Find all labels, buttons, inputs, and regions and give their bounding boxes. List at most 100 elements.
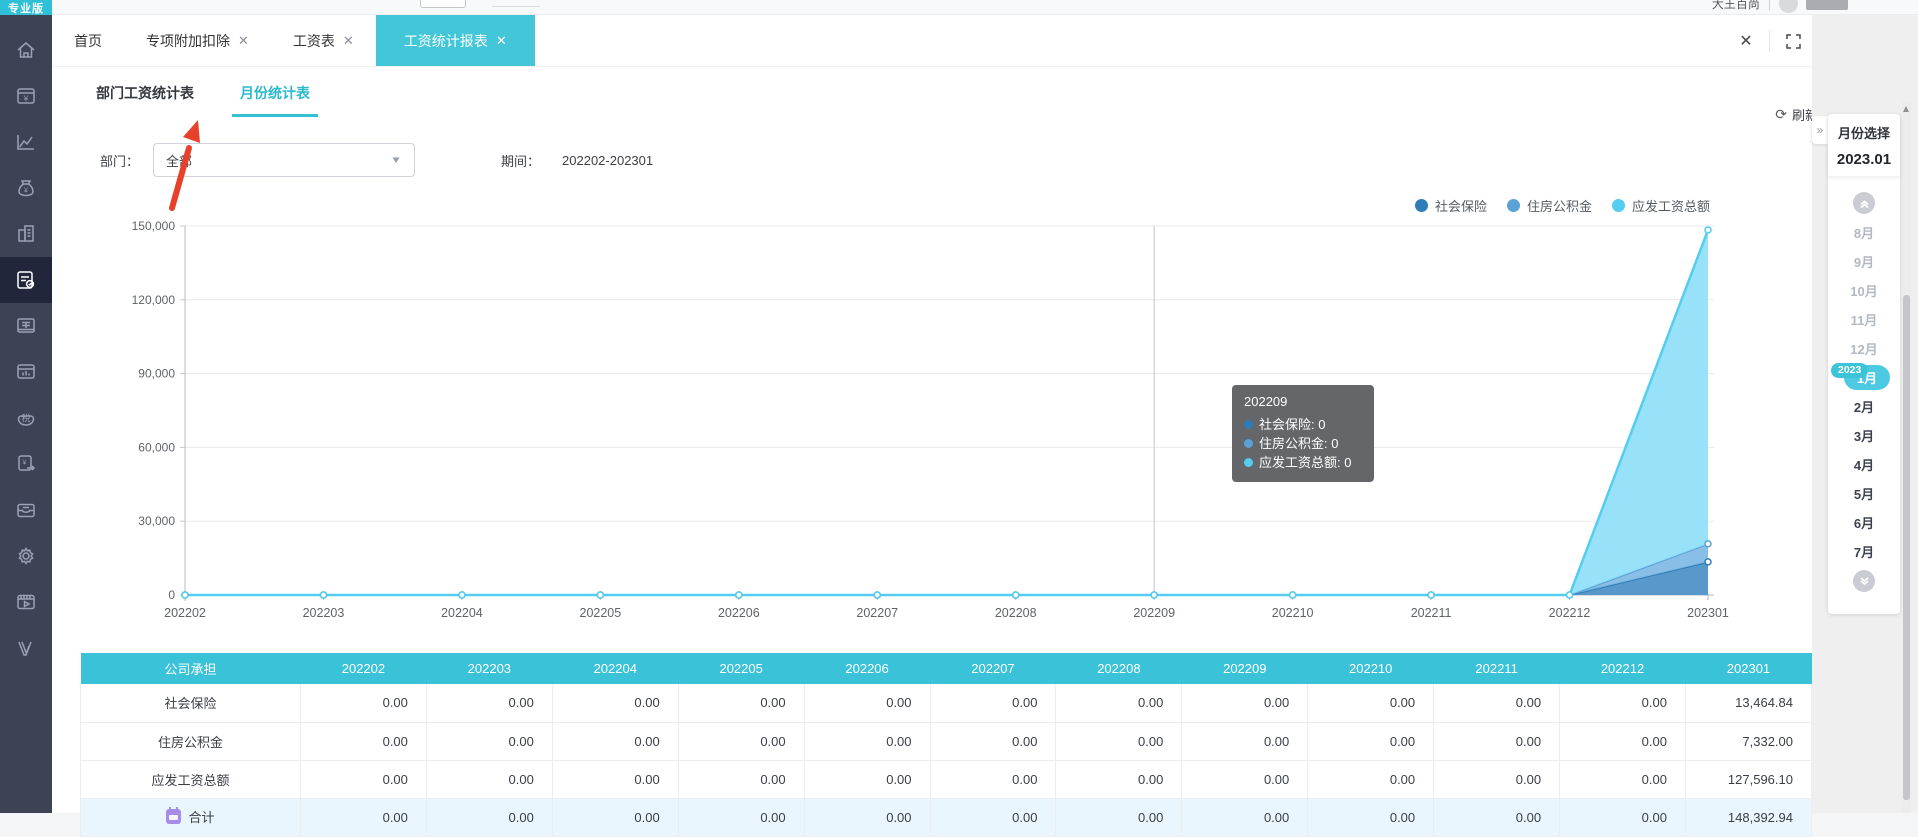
tab-工资表[interactable]: 工资表 ✕: [271, 15, 376, 66]
tab-专项附加扣除[interactable]: 专项附加扣除 ✕: [124, 15, 271, 66]
month-item-7月[interactable]: 7月: [1853, 545, 1875, 560]
funds-icon: ¥: [18, 180, 34, 197]
legend-item-社会保险[interactable]: 社会保险: [1414, 196, 1487, 215]
user-name-text: 大王百尚: [1711, 0, 1760, 11]
table-cell: 0.00: [552, 760, 679, 799]
refresh-icon: ⟳: [1775, 106, 1787, 122]
table-cell: 0.00: [930, 760, 1057, 799]
subtab-部门工资统计表[interactable]: 部门工资统计表: [96, 85, 194, 101]
svg-text:90,000: 90,000: [138, 367, 175, 381]
period-value: 202202-202301: [562, 152, 654, 168]
sidebar-item-enterprise[interactable]: [0, 211, 52, 257]
svg-text:202207: 202207: [856, 606, 898, 620]
month-item-3月[interactable]: 3月: [1853, 429, 1875, 444]
user-area[interactable]: 大王百尚 |: [1712, 0, 1848, 13]
month-item-10月[interactable]: 10月: [1850, 284, 1878, 299]
sidebar-item-cashier[interactable]: [0, 303, 52, 349]
tab-close-icon[interactable]: ✕: [495, 32, 507, 48]
svg-text:¥: ¥: [23, 95, 29, 104]
selected-month-pill[interactable]: 1月 2023: [1831, 363, 1890, 390]
sidebar-item-settings-gear[interactable]: [0, 533, 52, 579]
sidebar-item-funds[interactable]: ¥: [0, 165, 52, 211]
table-cell: 0.00: [930, 684, 1057, 723]
tab-close-icon[interactable]: ✕: [342, 32, 354, 48]
sidebar-item-report-chart[interactable]: [0, 119, 52, 165]
table-cell: 0.00: [1433, 760, 1561, 799]
table-cell: 0.00: [426, 760, 553, 799]
tab-工资统计报表[interactable]: 工资统计报表 ✕: [375, 15, 535, 66]
month-item-11月[interactable]: 11月: [1850, 313, 1878, 328]
filter-row: 部门： 全部 ▼ 期间： 202202-202301: [100, 143, 653, 177]
fullscreen-icon[interactable]: [1780, 28, 1806, 54]
sidebar-item-tax[interactable]: 税: [0, 395, 52, 441]
scroll-up-arrow-icon[interactable]: [1903, 106, 1909, 112]
row-label: 住房公积金: [80, 722, 301, 761]
tab-label: 工资表: [292, 32, 335, 49]
table-row: 社会保险 0.00 0.00 0.00 0.00 0.00 0.00 0.00 0.00 0.00…: [80, 684, 1813, 723]
months-scroll-down-icon[interactable]: [1853, 570, 1875, 592]
month-item-6月[interactable]: 6月: [1853, 516, 1875, 531]
month-item-4月[interactable]: 4月: [1853, 458, 1875, 473]
scrollbar-thumb[interactable]: [1903, 295, 1910, 800]
table-cell: 0.00: [1433, 798, 1561, 837]
sidebar-item-version-v[interactable]: [0, 625, 52, 671]
sidebar-item-voucher-transfer[interactable]: ¥: [0, 441, 52, 487]
table-cell: 0.00: [1307, 760, 1435, 799]
table-cell: 0.00: [930, 798, 1057, 837]
refresh-button[interactable]: ⟳ 刷新: [1775, 105, 1818, 124]
report-panel: 部门工资统计表 月份统计表 ⟳ 刷新 部门： 全部 ▼ 期间： 202202-20…: [52, 67, 1818, 837]
divider: [492, 6, 540, 7]
series-dot-icon: [1244, 439, 1253, 448]
legend-dot-icon: [1506, 199, 1520, 212]
tab-label: 首页: [74, 32, 102, 49]
table-cell: 0.00: [1559, 760, 1686, 799]
table-cell: 127,596.10: [1685, 760, 1813, 799]
sidebar-item-salary-report[interactable]: [0, 257, 52, 303]
table-cell: 0.00: [1181, 760, 1309, 799]
close-icon[interactable]: ✕: [1739, 33, 1753, 50]
collapse-panel-icon[interactable]: »: [1812, 116, 1828, 144]
month-item-1月[interactable]: 1月 2023: [1828, 363, 1900, 392]
table-row: 合计 0.00 0.00 0.00 0.00 0.00 0.00 0.00 0.00 0.00 0.…: [80, 798, 1813, 837]
table-header-cell: 202210: [1307, 653, 1434, 684]
sidebar-item-billing[interactable]: ¥: [0, 73, 52, 119]
table-header-cell: 202211: [1433, 653, 1560, 684]
month-item-9月[interactable]: 9月: [1853, 255, 1875, 270]
tab-close-icon[interactable]: ✕: [238, 32, 249, 48]
svg-text:¥: ¥: [23, 460, 27, 467]
month-panel-header: 月份选择 2023.01: [1828, 114, 1900, 176]
legend-dot-icon: [1611, 199, 1625, 212]
tab-label: 工资统计报表: [403, 32, 488, 49]
table-header-cell: 202205: [678, 653, 805, 684]
dept-dropdown-value: 全部: [166, 153, 193, 169]
tabs: 首页 专项附加扣除 ✕ 工资表 ✕ 工资统计报表 ✕: [52, 15, 535, 66]
sidebar-item-tutorial-video[interactable]: [0, 579, 52, 625]
legend-item-应发工资总额[interactable]: 应发工资总额: [1611, 196, 1710, 215]
table-cell: 0.00: [804, 798, 931, 837]
sidebar-item-invoice-window[interactable]: [0, 349, 52, 395]
month-item-12月[interactable]: 12月: [1850, 342, 1878, 357]
tax-icon: 税: [17, 413, 35, 426]
dept-dropdown[interactable]: 全部 ▼: [153, 143, 416, 177]
table-cell: 0.00: [1055, 722, 1183, 761]
month-item-2月[interactable]: 2月: [1853, 400, 1875, 415]
table-header-cell: 202301: [1685, 653, 1812, 684]
tab-bar: 首页 专项附加扣除 ✕ 工资表 ✕ 工资统计报表 ✕ ✕: [52, 15, 1812, 67]
month-item-8月[interactable]: 8月: [1853, 226, 1875, 241]
clipped-button[interactable]: [420, 0, 466, 8]
left-sidebar: 专业版 ¥ ¥ 税 ¥: [0, 0, 52, 813]
svg-text:202206: 202206: [718, 606, 760, 620]
enterprise-icon: [18, 225, 34, 242]
legend-item-住房公积金[interactable]: 住房公积金: [1506, 196, 1592, 215]
subtab-月份统计表[interactable]: 月份统计表: [232, 83, 318, 117]
month-item-5月[interactable]: 5月: [1853, 487, 1875, 502]
table-cell: 148,392.94: [1685, 798, 1813, 837]
avatar[interactable]: [1779, 0, 1798, 13]
table-cell: 0.00: [426, 684, 553, 723]
tab-首页[interactable]: 首页: [52, 15, 124, 66]
months-scroll-up-icon[interactable]: [1853, 192, 1875, 214]
sidebar-item-archive[interactable]: [0, 487, 52, 533]
clipped-text: [1806, 0, 1848, 10]
scrollbar[interactable]: [1902, 102, 1911, 813]
sidebar-item-home[interactable]: [0, 27, 52, 73]
